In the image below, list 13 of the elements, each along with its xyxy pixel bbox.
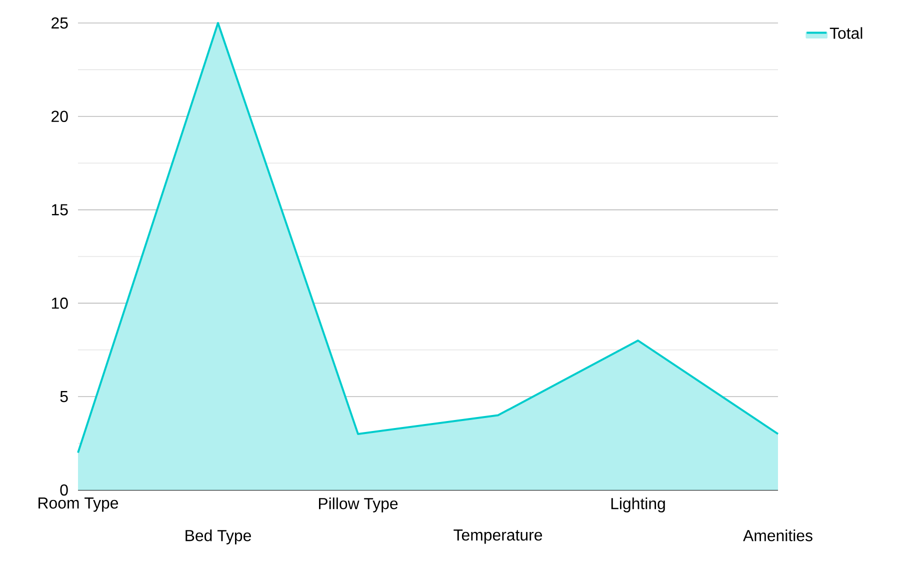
x-tick-label: Lighting: [611, 498, 665, 512]
y-tick-label: 10: [52, 298, 68, 309]
x-tick-label: Pillow Type: [319, 498, 398, 512]
y-tick-label: 5: [60, 391, 68, 402]
x-tick-label: Amenities: [743, 530, 812, 542]
y-tick-label: 0: [60, 484, 68, 496]
x-tick-label: Temperature: [454, 530, 542, 544]
x-tick-label: Bed Type: [186, 530, 251, 544]
y-tick-label: 25: [52, 17, 68, 29]
legend-label: Total: [830, 27, 862, 39]
y-tick-label: 20: [52, 110, 68, 122]
y-tick-label: 15: [52, 204, 68, 216]
x-tick-label: Room Type: [38, 498, 118, 512]
